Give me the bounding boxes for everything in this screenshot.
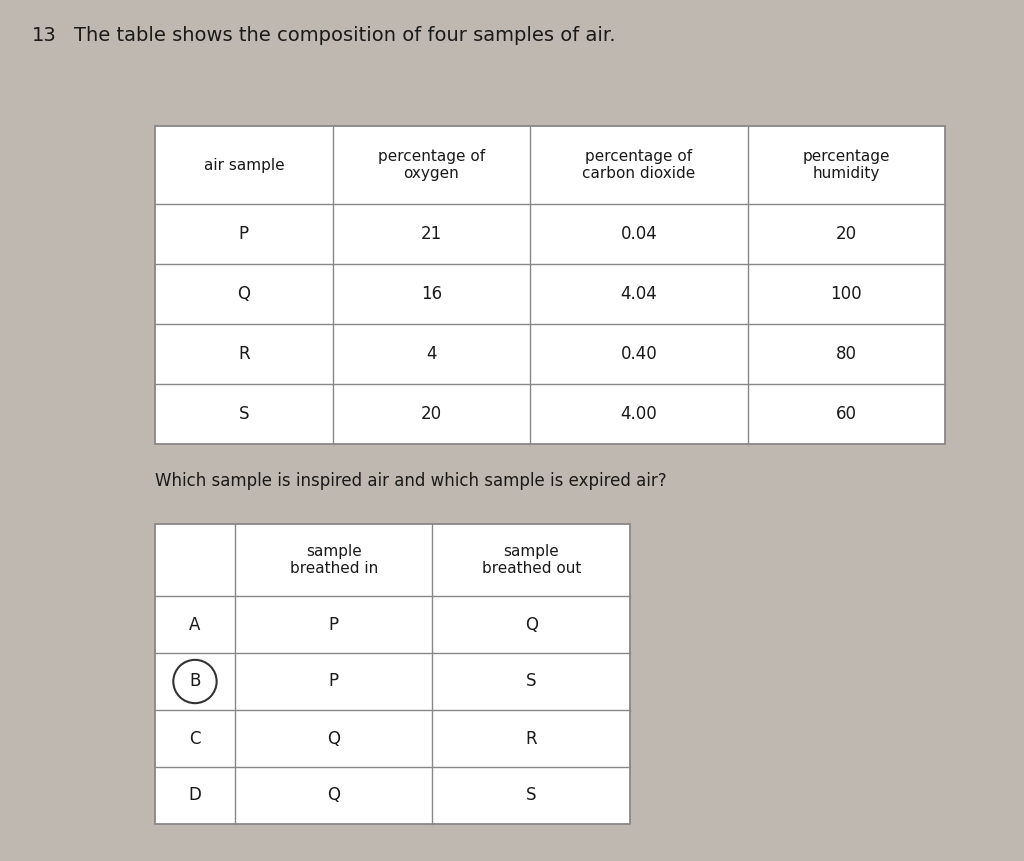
Text: P: P: [329, 616, 339, 634]
Text: 100: 100: [830, 285, 862, 303]
Text: sample
breathed in: sample breathed in: [290, 544, 378, 576]
Text: The table shows the composition of four samples of air.: The table shows the composition of four …: [74, 26, 615, 45]
Text: 80: 80: [836, 345, 857, 363]
Text: 20: 20: [836, 225, 857, 243]
Circle shape: [173, 660, 217, 703]
Text: sample
breathed out: sample breathed out: [481, 544, 581, 576]
Bar: [155, 524, 630, 824]
Text: R: R: [238, 345, 250, 363]
Text: 13: 13: [32, 26, 56, 45]
Text: 4: 4: [426, 345, 437, 363]
Text: Q: Q: [328, 786, 340, 804]
Text: P: P: [329, 672, 339, 691]
Bar: [155, 126, 945, 444]
Text: Q: Q: [328, 729, 340, 747]
Text: Q: Q: [238, 285, 251, 303]
Text: 16: 16: [421, 285, 442, 303]
Text: 21: 21: [421, 225, 442, 243]
Text: Q: Q: [524, 616, 538, 634]
Text: 0.40: 0.40: [621, 345, 657, 363]
Text: 4.00: 4.00: [621, 405, 657, 423]
Text: C: C: [189, 729, 201, 747]
Text: P: P: [239, 225, 249, 243]
Text: percentage of
carbon dioxide: percentage of carbon dioxide: [583, 149, 695, 181]
Text: R: R: [525, 729, 537, 747]
Text: D: D: [188, 786, 202, 804]
Text: 20: 20: [421, 405, 442, 423]
Text: percentage
humidity: percentage humidity: [803, 149, 890, 181]
Text: A: A: [189, 616, 201, 634]
Text: S: S: [239, 405, 249, 423]
Text: S: S: [526, 786, 537, 804]
Text: B: B: [189, 672, 201, 691]
Text: 60: 60: [836, 405, 857, 423]
Text: S: S: [526, 672, 537, 691]
Text: 0.04: 0.04: [621, 225, 657, 243]
Text: percentage of
oxygen: percentage of oxygen: [378, 149, 485, 181]
Text: Which sample is inspired air and which sample is expired air?: Which sample is inspired air and which s…: [155, 472, 667, 490]
Text: 4.04: 4.04: [621, 285, 657, 303]
Text: air sample: air sample: [204, 158, 285, 172]
